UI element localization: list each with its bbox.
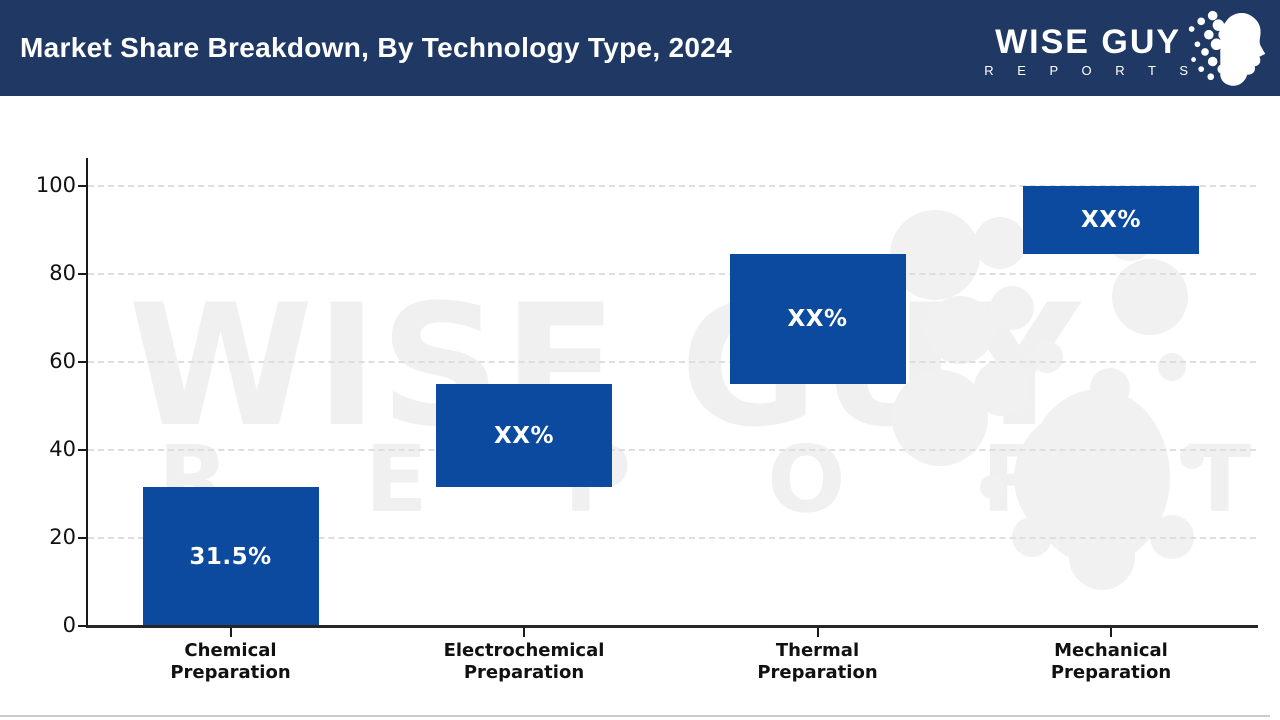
x-tick-mark [229, 628, 232, 637]
gridline [88, 537, 1256, 539]
x-axis-line [86, 625, 1258, 628]
brand-subname: R E P O R T S [984, 63, 1198, 78]
brand-head-icon [1188, 10, 1266, 86]
y-tick-label: 40 [49, 437, 76, 461]
y-tick-label: 100 [35, 173, 76, 197]
x-category-label: Mechanical Preparation [1050, 640, 1172, 683]
watermark-dotted-head-graphic [890, 210, 1204, 590]
x-category-label: Thermal Preparation [757, 640, 878, 683]
x-tick-mark [523, 628, 525, 637]
bar-segment: 31.5% [142, 487, 319, 626]
y-tick-mark [78, 449, 87, 451]
x-tick-mark [816, 628, 819, 637]
x-category-label: Chemical Preparation [170, 640, 291, 683]
brand-logo: WISE GUY R E P O R T S [978, 6, 1270, 94]
bar-segment: XX% [1023, 186, 1199, 255]
bar-segment: XX% [436, 384, 612, 488]
y-tick-mark [78, 361, 87, 363]
gridline [88, 273, 1256, 275]
bar-value-label: XX% [787, 306, 848, 333]
y-tick-label: 60 [49, 349, 76, 373]
bottom-divider-line [0, 715, 1270, 717]
y-tick-label: 20 [49, 525, 76, 549]
chart-title: Market Share Breakdown, By Technology Ty… [20, 32, 733, 63]
bar-value-label: XX% [1080, 207, 1141, 234]
y-tick-mark [78, 273, 87, 275]
bar-value-label: XX% [493, 422, 554, 449]
brand-name: WISE GUY [995, 23, 1182, 61]
y-tick-label: 80 [49, 261, 76, 285]
brand-logo-text: WISE GUY R E P O R T S [978, 24, 1198, 78]
y-tick-mark [78, 625, 87, 627]
x-tick-mark [1110, 628, 1112, 637]
header-bar: Market Share Breakdown, By Technology Ty… [0, 0, 1280, 96]
y-tick-mark [78, 185, 87, 187]
gridline [88, 185, 1256, 187]
y-tick-mark [78, 537, 87, 539]
bar-segment: XX% [729, 254, 906, 384]
y-tick-label: 0 [62, 613, 76, 637]
gridline [88, 449, 1256, 451]
y-axis-line [86, 158, 88, 627]
gridline [88, 361, 1256, 363]
bar-value-label: 31.5% [189, 543, 272, 570]
x-category-label: Electrochemical Preparation [443, 640, 605, 683]
